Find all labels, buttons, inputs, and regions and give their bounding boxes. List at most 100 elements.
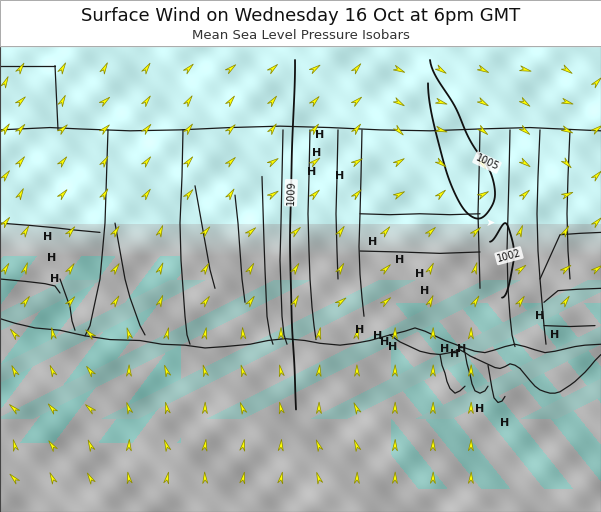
Polygon shape (225, 96, 234, 107)
Polygon shape (477, 98, 489, 106)
Polygon shape (87, 473, 96, 484)
Text: H: H (43, 232, 53, 242)
Polygon shape (310, 96, 319, 106)
Polygon shape (392, 365, 397, 376)
Polygon shape (309, 158, 320, 167)
Text: ➤: ➤ (486, 218, 495, 228)
Text: H: H (441, 344, 450, 354)
Polygon shape (111, 226, 119, 237)
Polygon shape (49, 441, 58, 452)
Polygon shape (426, 227, 436, 237)
Polygon shape (15, 97, 25, 106)
Polygon shape (470, 227, 481, 237)
Polygon shape (435, 190, 445, 200)
Polygon shape (291, 295, 299, 307)
Polygon shape (317, 472, 323, 484)
Polygon shape (352, 63, 361, 74)
Text: H: H (47, 253, 56, 263)
Polygon shape (468, 327, 474, 339)
Polygon shape (477, 65, 489, 73)
Polygon shape (127, 472, 132, 484)
Polygon shape (202, 439, 207, 451)
Polygon shape (183, 64, 194, 74)
Polygon shape (16, 63, 24, 74)
Polygon shape (200, 227, 210, 237)
Polygon shape (1, 170, 10, 181)
Text: H: H (415, 269, 425, 280)
Polygon shape (380, 265, 391, 274)
Polygon shape (240, 402, 247, 414)
Polygon shape (561, 296, 569, 307)
Polygon shape (58, 95, 66, 107)
Polygon shape (267, 124, 276, 135)
Polygon shape (519, 97, 530, 106)
Polygon shape (50, 365, 57, 377)
Polygon shape (519, 190, 529, 200)
Polygon shape (246, 296, 254, 307)
Polygon shape (201, 263, 209, 274)
Polygon shape (225, 189, 234, 200)
Text: H: H (535, 311, 545, 322)
Polygon shape (85, 404, 96, 414)
Polygon shape (290, 227, 300, 237)
Polygon shape (426, 295, 433, 307)
Text: H: H (307, 167, 317, 177)
Polygon shape (591, 171, 601, 181)
Polygon shape (519, 158, 530, 167)
Polygon shape (141, 124, 151, 135)
Polygon shape (99, 97, 110, 106)
Polygon shape (87, 366, 96, 377)
Polygon shape (111, 296, 119, 307)
Polygon shape (354, 328, 359, 339)
Polygon shape (165, 365, 171, 377)
Text: H: H (457, 344, 466, 354)
Polygon shape (100, 62, 108, 74)
Polygon shape (430, 327, 436, 339)
Polygon shape (430, 365, 436, 376)
Polygon shape (99, 125, 109, 135)
Polygon shape (435, 126, 447, 132)
Bar (0, 0, 601, 46)
Polygon shape (561, 226, 569, 237)
Polygon shape (245, 228, 256, 237)
Polygon shape (142, 63, 150, 74)
Text: H: H (50, 274, 59, 284)
Polygon shape (316, 440, 323, 452)
Polygon shape (354, 402, 361, 414)
Polygon shape (16, 157, 25, 167)
Polygon shape (267, 65, 278, 74)
Polygon shape (240, 439, 245, 451)
Polygon shape (21, 263, 28, 274)
Polygon shape (591, 265, 601, 274)
Polygon shape (561, 158, 572, 168)
Polygon shape (355, 365, 359, 376)
Polygon shape (241, 328, 246, 339)
Polygon shape (352, 124, 361, 135)
Polygon shape (393, 98, 404, 106)
Polygon shape (471, 296, 479, 307)
Polygon shape (380, 297, 391, 307)
Polygon shape (471, 263, 477, 274)
Polygon shape (165, 440, 171, 452)
Polygon shape (561, 126, 573, 133)
Polygon shape (156, 225, 163, 237)
Polygon shape (201, 296, 210, 307)
Text: H: H (388, 342, 398, 352)
Polygon shape (240, 472, 245, 484)
Polygon shape (435, 65, 447, 73)
Text: H: H (368, 237, 377, 247)
Polygon shape (183, 124, 192, 135)
Polygon shape (561, 193, 573, 199)
Polygon shape (392, 439, 397, 451)
Polygon shape (468, 472, 474, 483)
Polygon shape (352, 190, 361, 200)
Text: H: H (335, 172, 344, 181)
Polygon shape (468, 439, 474, 451)
Polygon shape (241, 365, 246, 377)
Polygon shape (430, 402, 436, 414)
Polygon shape (516, 296, 525, 307)
Polygon shape (310, 124, 319, 135)
Polygon shape (57, 125, 67, 135)
Polygon shape (202, 328, 207, 339)
Polygon shape (66, 296, 75, 307)
